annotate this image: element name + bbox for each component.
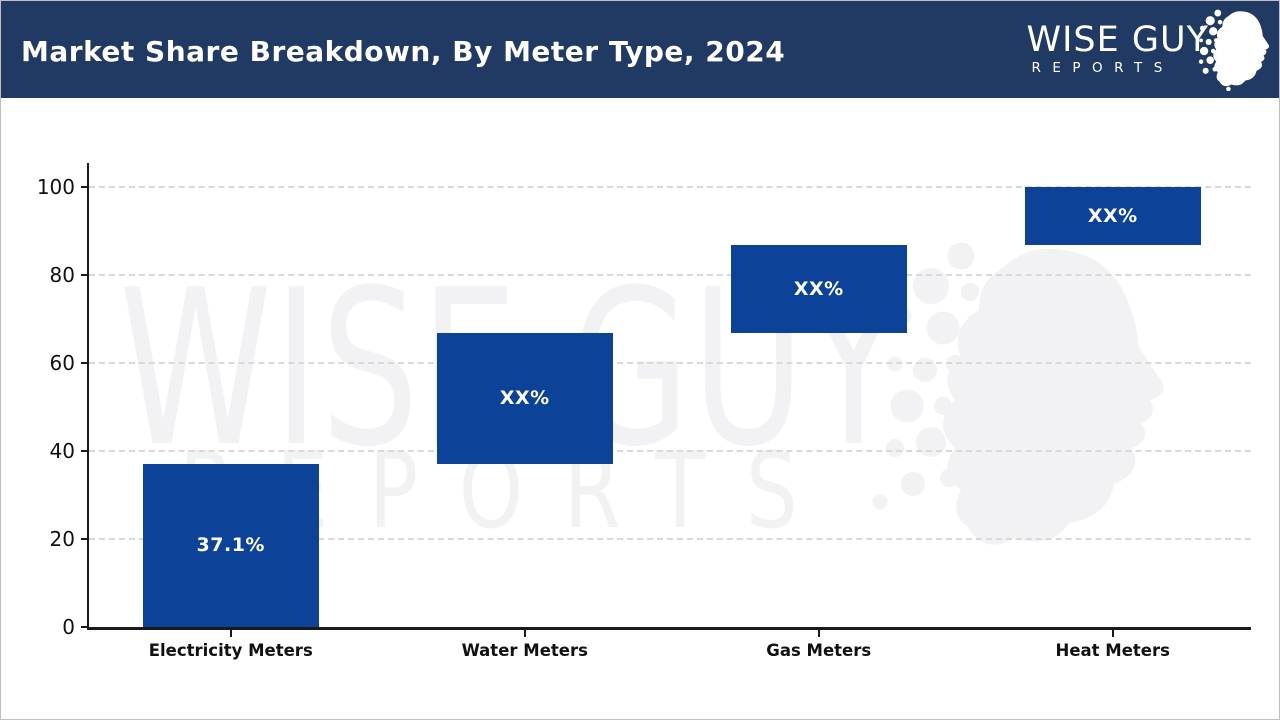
y-tick-label: 20 [49,527,75,551]
bar-value-label: XX% [793,277,844,300]
y-tick-100 [81,186,89,188]
bar-water-meters: XX% [436,332,613,464]
y-tick-80 [81,274,89,276]
brand-logo: WISE GUY REPORTS [1026,5,1271,91]
x-tick-gas-meters [817,629,820,637]
y-tick-label: 40 [49,439,75,463]
bar-value-label: XX% [1087,205,1138,228]
bar-gas-meters: XX% [730,245,907,333]
bar-electricity-meters: 37.1% [142,463,319,627]
category-label-gas-meters: Gas Meters [766,641,872,660]
brand-subname: REPORTS [1031,59,1174,76]
gridline-y-60 [89,362,1251,364]
watermark-face-icon [872,242,1164,545]
category-label-water-meters: Water Meters [461,641,588,660]
category-label-heat-meters: Heat Meters [1055,641,1170,660]
y-axis [87,163,89,629]
y-tick-label: 100 [36,175,75,199]
y-tick-40 [81,450,89,452]
x-tick-electricity-meters [229,629,232,637]
brand-face-icon [1198,9,1270,91]
y-tick-label: 60 [49,351,75,375]
x-axis [87,627,1251,630]
brand-name: WISE GUY [1026,20,1209,60]
category-label-electricity-meters: Electricity Meters [148,641,313,660]
bar-value-label: 37.1% [196,534,265,557]
y-tick-20 [81,538,89,540]
header: Market Share Breakdown, By Meter Type, 2… [1,1,1279,98]
y-tick-60 [81,362,89,364]
y-tick-label: 80 [49,263,75,287]
gridline-y-20 [89,538,1251,540]
gridline-y-40 [89,450,1251,452]
x-tick-water-meters [523,629,526,637]
y-tick-label: 0 [62,615,75,639]
x-tick-heat-meters [1111,629,1114,637]
y-tick-0 [81,626,89,628]
gridline-y-80 [89,274,1251,276]
bar-value-label: XX% [499,387,550,410]
chart-title: Market Share Breakdown, By Meter Type, 2… [21,35,786,68]
gridline-y-100 [89,186,1251,188]
bar-heat-meters: XX% [1024,187,1201,246]
brand-text: WISE GUY REPORTS [1026,21,1209,76]
